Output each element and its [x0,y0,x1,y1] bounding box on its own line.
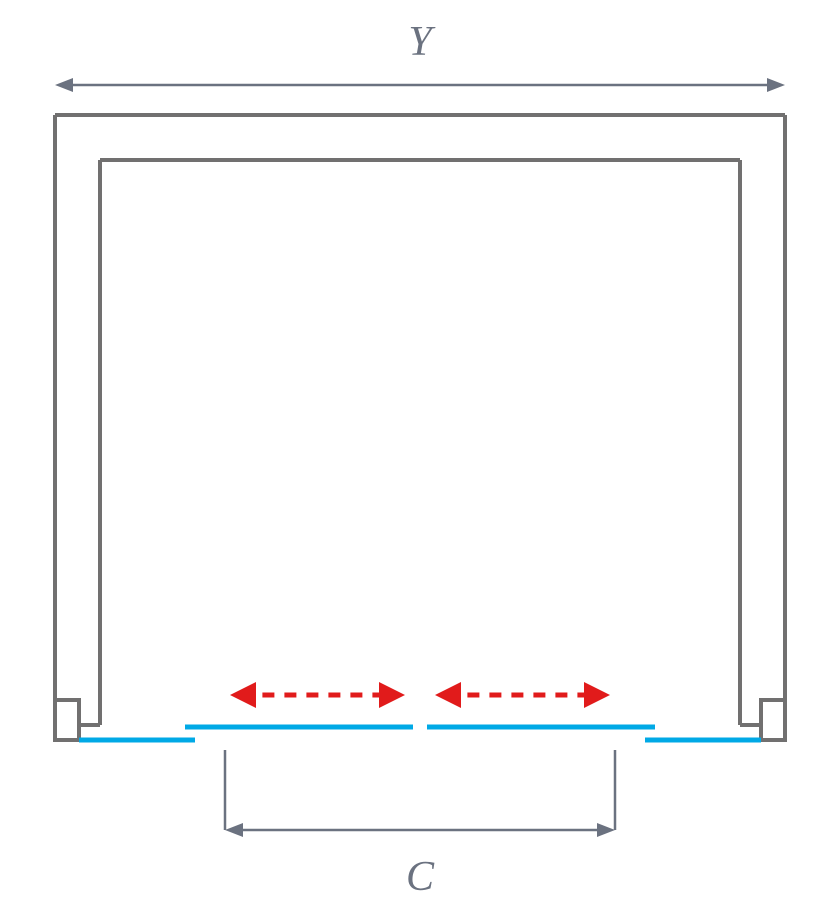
dimension-c-label: C [406,854,435,900]
dimension-y-label: Y [408,19,436,65]
